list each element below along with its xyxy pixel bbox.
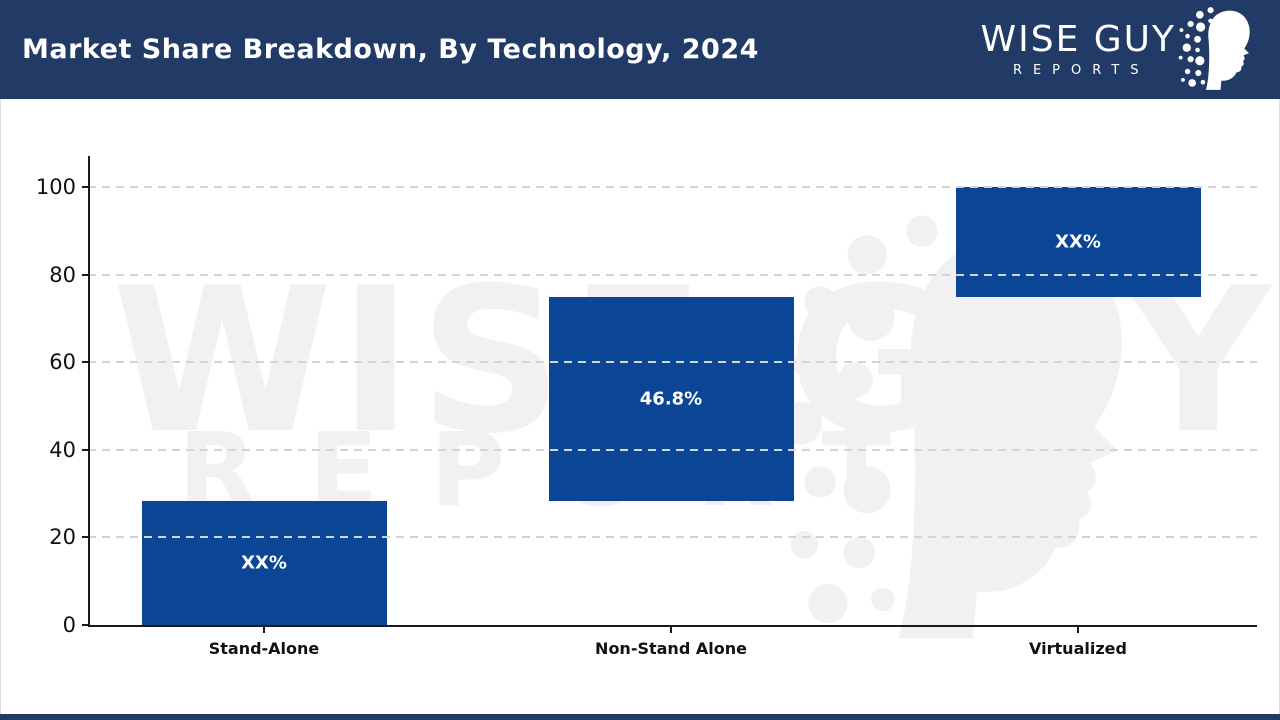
x-tick-mark [263, 627, 265, 633]
bar-value-label: XX% [241, 552, 287, 574]
y-tick-mark [82, 536, 88, 539]
y-tick-mark [82, 186, 88, 188]
header-band: Market Share Breakdown, By Technology, 2… [0, 0, 1280, 99]
x-tick-mark [670, 627, 672, 633]
gridline-80 [88, 273, 1257, 276]
bar-value-label: 46.8% [639, 388, 703, 410]
gridline-40 [88, 448, 1257, 451]
wiseguy-face-icon [1178, 6, 1250, 90]
y-tick-mark [82, 273, 88, 276]
bar-value-label: XX% [1055, 231, 1101, 253]
x-axis-line [88, 625, 1257, 627]
bar-stand-alone [141, 501, 387, 625]
y-tick-label: 60 [49, 350, 76, 375]
x-category-label: Non-Stand Alone [595, 639, 747, 658]
gridline-100 [88, 186, 1257, 188]
gridline-60 [88, 361, 1257, 364]
y-tick-mark [82, 448, 88, 451]
footer-band [0, 714, 1280, 720]
y-tick-label: 20 [49, 525, 76, 550]
y-tick-label: 0 [62, 613, 76, 637]
logo-brand-line2: REPORTS [1012, 63, 1150, 78]
bar-virtualized [955, 187, 1201, 297]
x-category-label: Virtualized [1029, 639, 1127, 658]
x-tick-mark [1077, 627, 1079, 633]
x-category-label: Stand-Alone [208, 639, 320, 658]
y-tick-mark [82, 361, 88, 364]
y-tick-label: 80 [49, 262, 76, 287]
gridline-20 [88, 536, 1257, 539]
y-tick-label: 40 [49, 437, 76, 462]
bar-non-stand-alone [548, 296, 794, 502]
y-axis-line [88, 156, 90, 627]
logo-brand-line1: WISE GUY [980, 19, 1176, 60]
chart-title: Market Share Breakdown, By Technology, 2… [22, 34, 759, 65]
y-tick-mark [82, 624, 88, 626]
y-tick-label: 100 [35, 175, 76, 199]
wiseguy-logo: WISE GUY REPORTS [981, 4, 1280, 96]
wiseguy-logo-text: WISE GUY REPORTS [980, 19, 1177, 78]
